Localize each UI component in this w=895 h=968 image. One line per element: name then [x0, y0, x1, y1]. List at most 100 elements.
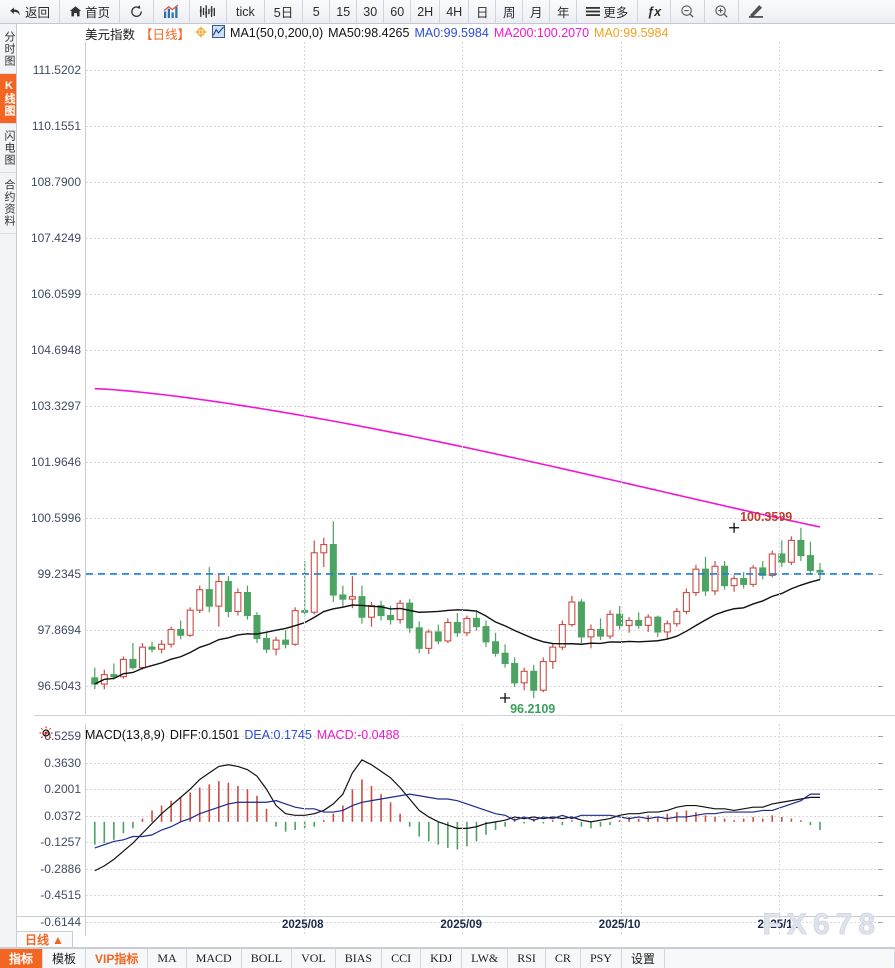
x-axis-label: 2025/11	[757, 919, 799, 931]
x-axis-label: 2025/09	[440, 919, 482, 931]
y-axis-tick	[878, 349, 883, 351]
tab-psy[interactable]: PSY	[581, 949, 622, 968]
home-button[interactable]: 首页	[60, 0, 121, 23]
y-axis-tick	[878, 789, 883, 791]
period-button-year[interactable]: 年	[550, 0, 578, 23]
sidebar-item-contract-info[interactable]: 合约资料	[0, 173, 16, 234]
five-day-button[interactable]: 5日	[265, 0, 304, 23]
period-label: 日	[475, 6, 489, 20]
period-button-month[interactable]: 月	[523, 0, 551, 23]
chart-type-button[interactable]	[154, 0, 191, 23]
ma0-blue-value: MA0:99.5984	[414, 26, 489, 40]
tab-label: 设置	[630, 952, 655, 966]
tab-vol[interactable]: VOL	[292, 949, 336, 968]
zoom-out-button[interactable]	[671, 0, 706, 23]
tab-lwr[interactable]: LW&	[462, 949, 509, 968]
tab-templates[interactable]: 模板	[43, 949, 87, 968]
zoom-in-button[interactable]	[705, 0, 740, 23]
tab-macd[interactable]: MACD	[187, 949, 242, 968]
period-button-5[interactable]: 5	[303, 0, 331, 23]
period-label: 年	[556, 6, 570, 20]
home-label: 首页	[85, 6, 111, 20]
tab-cci[interactable]: CCI	[382, 949, 422, 968]
y-axis-label: 96.5043	[37, 678, 81, 693]
tab-vip-indicators[interactable]: VIP指标	[86, 949, 149, 968]
sidebar-item-lightning[interactable]: 闪电图	[0, 124, 16, 173]
back-arrow-icon	[10, 7, 20, 16]
period-label: 15	[336, 4, 351, 19]
tab-label: VIP指标	[95, 952, 139, 966]
tab-settings[interactable]: 设置	[622, 949, 665, 968]
indicator-button[interactable]	[190, 0, 228, 23]
left-sidebar: 分时图 K线图 闪电图 合约资料	[0, 24, 17, 968]
crosshair-icon[interactable]	[195, 25, 207, 41]
tab-rsi[interactable]: RSI	[508, 949, 546, 968]
y-axis-label: 110.1551	[31, 118, 81, 133]
price-plot-area[interactable]: 111.5202 110.1551 108.7900 107.4249 106.0599…	[31, 42, 883, 716]
y-axis-label: 103.3297	[30, 398, 81, 413]
tab-kdj[interactable]: KDJ	[421, 949, 463, 968]
period-selector-button[interactable]: 日线 ▲	[17, 931, 73, 948]
low-price-label: 96.2109	[510, 701, 556, 716]
draw-button[interactable]	[739, 0, 771, 23]
vertical-gridline	[462, 42, 464, 714]
mini-chart-icon[interactable]	[212, 25, 226, 41]
sidebar-item-label: 闪电图	[3, 130, 15, 166]
gridline	[86, 895, 878, 897]
zoom-out-icon	[681, 5, 694, 18]
tab-indicators[interactable]: 指标	[0, 949, 44, 968]
y-axis-label: 0.2001	[44, 782, 81, 797]
gridline	[86, 69, 878, 71]
tab-cr[interactable]: CR	[546, 949, 581, 968]
high-price-label: 100.3599	[740, 509, 793, 524]
y-axis-label: 0.5259	[44, 729, 81, 744]
five-day-label: 5日	[273, 6, 294, 20]
sidebar-item-kline[interactable]: K线图	[0, 74, 16, 124]
sun-icon[interactable]	[39, 726, 53, 745]
period-button-2h[interactable]: 2H	[411, 0, 441, 23]
y-axis-label: 108.7900	[30, 174, 81, 189]
macd-chart-panel[interactable]: 0.5259 0.3630 0.2001 0.0372 -0.1257 -0.2886 -0…	[17, 724, 895, 936]
x-axis: 2025/08 2025/09 2025/10 2025/11	[17, 916, 895, 936]
vertical-gridline	[303, 42, 305, 714]
y-axis-tick	[878, 405, 883, 407]
price-chart-panel[interactable]: 111.5202 110.1551 108.7900 107.4249 106.0599…	[17, 42, 895, 716]
sidebar-item-timeshare[interactable]: 分时图	[0, 25, 16, 74]
more-button[interactable]: 更多	[577, 0, 639, 23]
gridline	[86, 789, 878, 791]
symbol-name: 美元指数	[85, 27, 136, 42]
y-axis-tick	[878, 629, 883, 631]
period-button-day[interactable]: 日	[469, 0, 497, 23]
fx-button[interactable]: ƒx	[638, 0, 672, 23]
y-axis-label: -0.6144	[40, 915, 81, 930]
back-button[interactable]: 返回	[0, 0, 61, 23]
period-button-week[interactable]: 周	[496, 0, 524, 23]
tab-ma[interactable]: MA	[148, 949, 187, 968]
x-axis-label: 2025/08	[282, 919, 324, 931]
chart-column: 美元指数 【日线】 MA1(50,0,200,0) MA50:98.4265 M…	[17, 24, 895, 968]
refresh-button[interactable]	[120, 0, 155, 23]
tab-boll[interactable]: BOLL	[242, 949, 293, 968]
vertical-gridline	[620, 724, 622, 936]
watermark: FX678	[762, 908, 881, 942]
macd-plot-area[interactable]: 0.5259 0.3630 0.2001 0.0372 -0.1257 -0.2886 -0…	[40, 724, 883, 936]
y-axis-tick	[878, 842, 883, 844]
period-button-60[interactable]: 60	[384, 0, 412, 23]
tab-label: BOLL	[250, 951, 283, 965]
period-button-15[interactable]: 15	[330, 0, 358, 23]
period-button-4h[interactable]: 4H	[440, 0, 470, 23]
gridline	[86, 868, 878, 870]
y-axis-label: 101.9646	[30, 454, 81, 469]
macd-title: MACD(13,8,9)	[85, 728, 165, 742]
y-axis-label: 106.0599	[30, 286, 81, 301]
indicator-icon	[199, 5, 216, 18]
gridline	[86, 125, 878, 127]
tab-bias[interactable]: BIAS	[336, 949, 383, 968]
period-button-30[interactable]: 30	[357, 0, 385, 23]
tab-label: VOL	[301, 951, 326, 965]
sidebar-item-label: 合约资料	[3, 179, 15, 227]
tab-label: 模板	[52, 952, 77, 966]
y-axis-tick	[878, 815, 883, 817]
x-axis-label: 2025/10	[598, 919, 641, 931]
tick-button[interactable]: tick	[227, 0, 265, 23]
